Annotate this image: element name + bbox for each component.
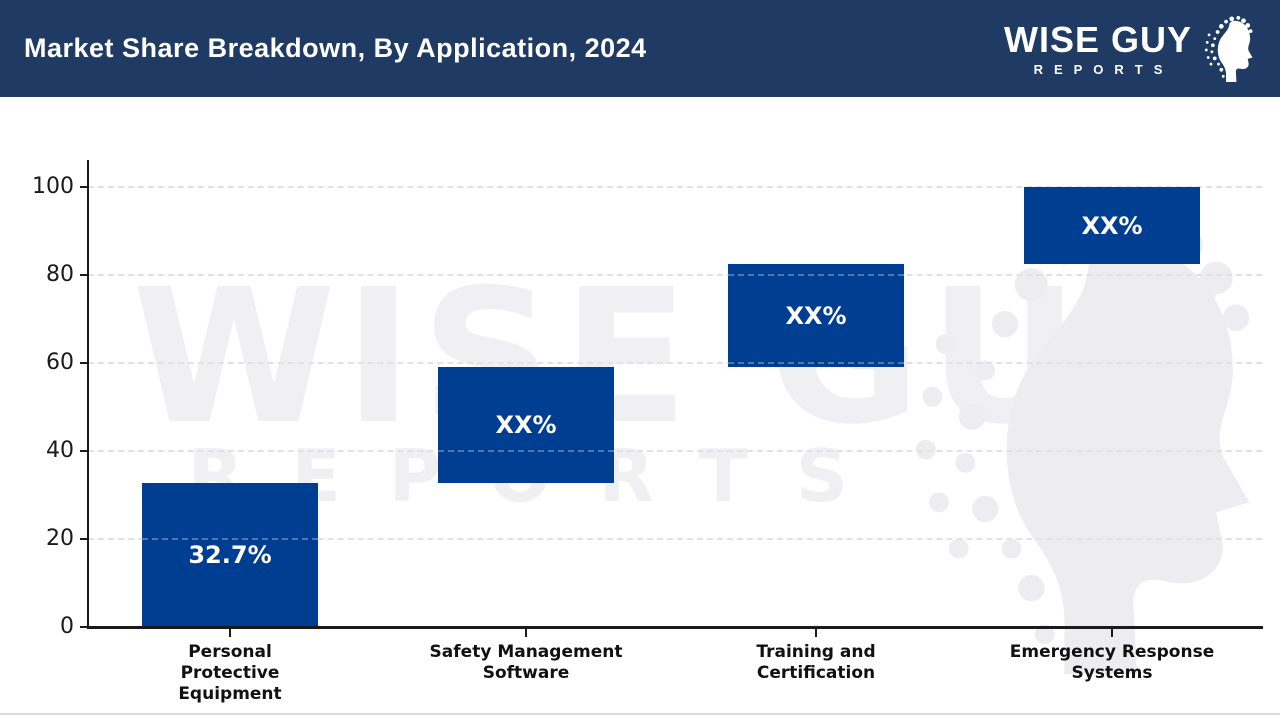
x-axis-line — [87, 626, 1263, 629]
x-tick-mark — [1111, 629, 1113, 637]
bar-value-label: XX% — [785, 301, 847, 330]
x-tick-mark — [815, 629, 817, 637]
grid-line — [88, 274, 1262, 276]
bottom-border-line — [0, 713, 1280, 715]
grid-line-over-bar — [438, 449, 614, 452]
brand-logo-text: WISE GUY REPORTS — [1003, 18, 1192, 77]
y-tick-mark — [80, 186, 88, 188]
bar-segment: XX% — [1024, 187, 1200, 264]
y-tick-label: 100 — [32, 174, 74, 199]
bar-value-label: 32.7% — [188, 541, 272, 570]
bar-segment: XX% — [438, 367, 614, 484]
x-tick-label: Training and Certification — [756, 642, 876, 683]
y-tick-mark — [80, 274, 88, 276]
y-tick-label: 80 — [46, 262, 74, 287]
y-tick-mark — [80, 450, 88, 452]
x-tick-mark — [229, 629, 231, 637]
header-band: Market Share Breakdown, By Application, … — [0, 0, 1280, 97]
y-tick-mark — [80, 362, 88, 364]
brand-logo: WISE GUY REPORTS — [1003, 15, 1256, 82]
bar-segment: 32.7% — [142, 483, 318, 627]
grid-line — [88, 538, 1262, 540]
grid-line — [88, 450, 1262, 452]
watermark-head-icon — [915, 212, 1250, 674]
bar-segment: XX% — [728, 264, 904, 368]
grid-line — [88, 362, 1262, 364]
bar-value-label: XX% — [495, 411, 557, 440]
y-tick-mark — [80, 626, 88, 628]
chart-title: Market Share Breakdown, By Application, … — [24, 33, 647, 63]
y-tick-label: 0 — [60, 614, 74, 639]
y-tick-label: 60 — [46, 350, 74, 375]
y-tick-label: 40 — [46, 438, 74, 463]
brand-name: WISE GUY — [1003, 18, 1192, 60]
grid-line-over-bar — [142, 537, 318, 540]
y-axis-line — [87, 160, 89, 627]
x-tick-label: Personal Protective Equipment — [178, 642, 282, 704]
grid-line — [88, 186, 1262, 188]
x-tick-label: Safety Management Software — [429, 642, 623, 683]
y-tick-label: 20 — [46, 526, 74, 551]
x-tick-label: Emergency Response Systems — [1009, 642, 1215, 683]
brand-subname: REPORTS — [1033, 61, 1174, 77]
dotted-head-icon — [1204, 15, 1253, 82]
x-tick-mark — [525, 629, 527, 637]
y-tick-mark — [80, 538, 88, 540]
grid-line-over-bar — [728, 362, 904, 364]
grid-line-over-bar — [728, 274, 904, 276]
bar-value-label: XX% — [1081, 211, 1143, 240]
